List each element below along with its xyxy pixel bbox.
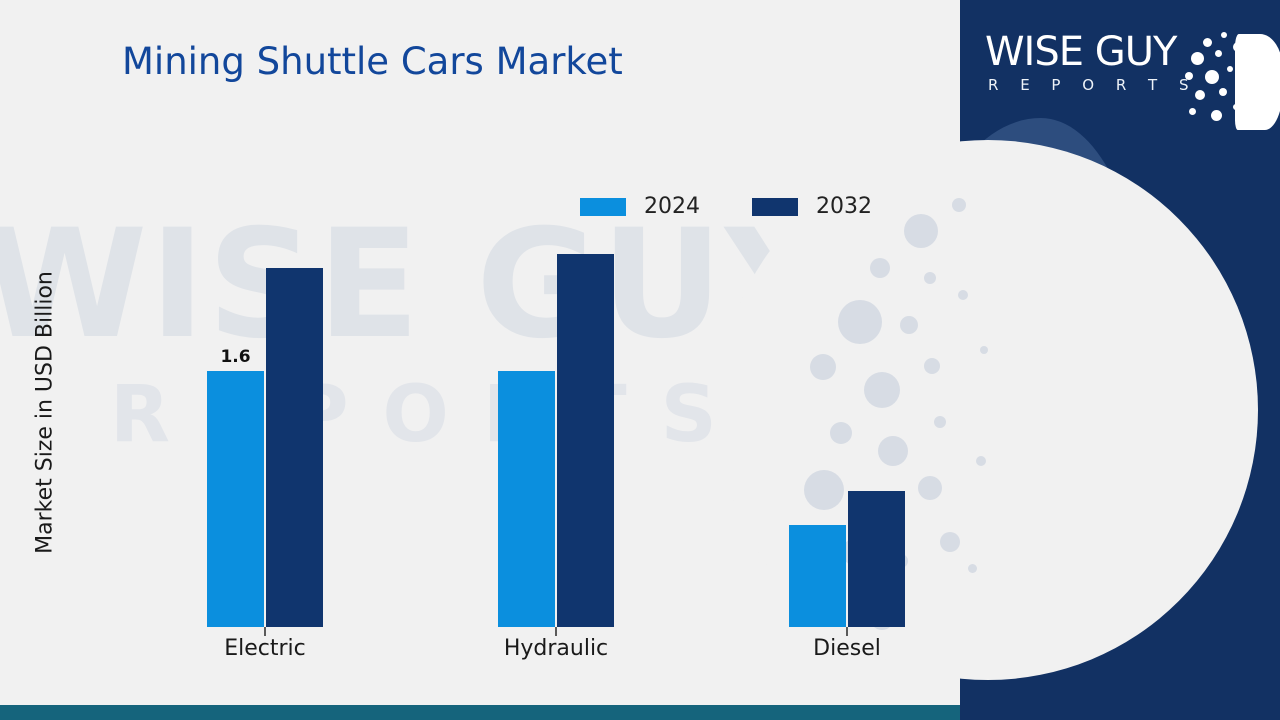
legend-swatch-2024: [580, 197, 626, 216]
bar-hydraulic-2032[interactable]: [557, 254, 614, 627]
legend-label-2024: 2024: [644, 194, 700, 219]
bar-hydraulic-2024[interactable]: [498, 371, 555, 627]
page-title: Mining Shuttle Cars Market: [122, 40, 623, 83]
tick-diesel: [846, 627, 848, 636]
bar-diesel-2024[interactable]: [789, 525, 846, 627]
bar-chart: Market Size in USD Billion 2024 2032 1.6…: [33, 0, 924, 661]
bar-value-electric-2024: 1.6: [220, 347, 251, 367]
legend-swatch-2032: [752, 197, 798, 216]
bar-electric-2032[interactable]: [266, 268, 323, 627]
legend-item-2032[interactable]: 2032: [752, 194, 872, 219]
category-label-diesel: Diesel: [813, 636, 881, 661]
tick-hydraulic: [555, 627, 557, 636]
logo-wordmark: WISE GUY: [985, 29, 1177, 75]
legend-item-2024[interactable]: 2024: [580, 194, 700, 219]
bar-electric-2024[interactable]: 1.6: [207, 347, 264, 627]
plot-area: 1.6 Electric Hydraulic: [207, 0, 905, 661]
bar-group-hydraulic: [498, 0, 614, 627]
bar-group-electric: 1.6: [207, 0, 323, 627]
bar-group-diesel: [789, 0, 905, 627]
chart-legend: 2024 2032: [580, 194, 924, 219]
category-label-hydraulic: Hydraulic: [503, 636, 609, 661]
logo-face-silhouette: [1235, 34, 1280, 130]
brand-logo: WISE GUY R E P O R T S: [985, 29, 1280, 130]
logo-subtitle: R E P O R T S: [988, 76, 1197, 94]
tick-electric: [264, 627, 266, 636]
legend-label-2032: 2032: [816, 194, 872, 219]
category-label-electric: Electric: [224, 636, 306, 661]
bottom-accent-bar: [0, 705, 960, 720]
bar-diesel-2032[interactable]: [848, 491, 905, 627]
